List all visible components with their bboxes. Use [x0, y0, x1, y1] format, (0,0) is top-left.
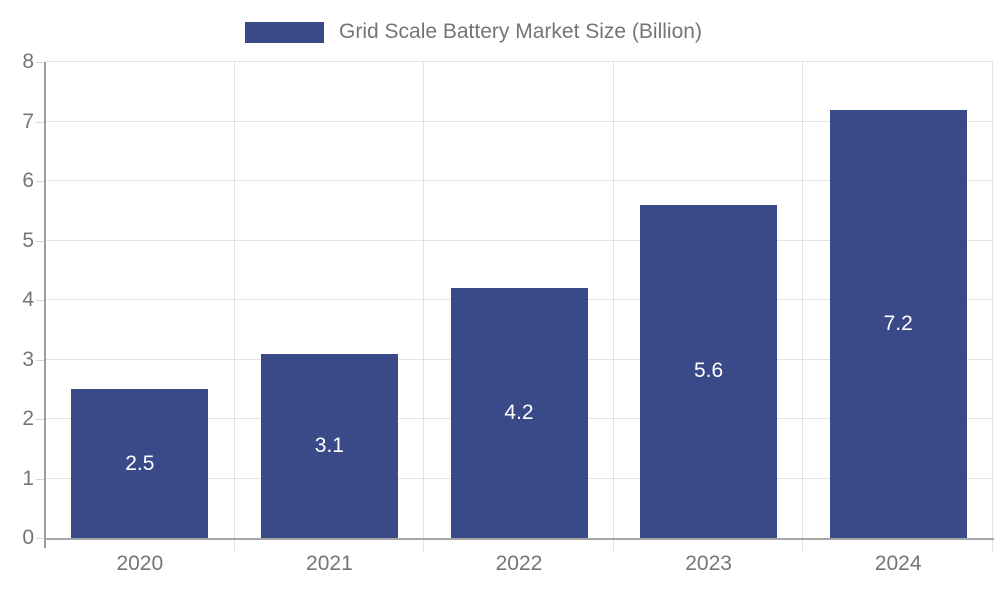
gridline-h-5 [45, 239, 993, 241]
value-label-2021: 3.1 [314, 433, 344, 457]
bar-2021[interactable]: 3.1 [260, 353, 398, 538]
x-tick-label-2022: 2022 [495, 552, 543, 575]
gridline-v-2 [423, 62, 425, 551]
y-tick-1 [36, 478, 44, 480]
y-tick-label-5: 5 [22, 228, 34, 252]
y-tick-5 [36, 240, 44, 242]
y-tick-label-4: 4 [22, 288, 34, 311]
y-tick-6 [36, 181, 44, 182]
y-tick-label-1: 1 [22, 466, 34, 490]
value-label-2024: 7.2 [883, 311, 913, 335]
gridline-h-7 [45, 120, 993, 122]
value-label-2023: 5.6 [693, 359, 724, 383]
y-tick-label-8: 8 [22, 50, 34, 73]
y-tick-label-0: 0 [22, 526, 34, 549]
y-tick-label-3: 3 [22, 347, 34, 371]
bar-2024[interactable]: 7.2 [829, 109, 967, 538]
legend-label: Grid Scale Battery Market Size (Billion) [339, 20, 702, 43]
y-tick-0 [36, 538, 44, 539]
y-tick-7 [36, 121, 44, 123]
y-tick-8 [36, 62, 44, 63]
x-axis-line [44, 538, 994, 540]
bar-2020[interactable]: 2.5 [71, 389, 209, 538]
x-tick-label-2023: 2023 [685, 552, 732, 575]
bar-2023[interactable]: 5.6 [640, 204, 778, 538]
y-tick-label-2: 2 [22, 407, 34, 430]
x-tick-label-2020: 2020 [116, 552, 164, 575]
y-tick-2 [36, 419, 44, 420]
chart-legend[interactable]: Grid Scale Battery Market Size (Billion) [245, 20, 702, 44]
y-axis-line [44, 62, 46, 548]
x-axis-labels: 2020 2021 2022 2023 2024 [45, 550, 993, 580]
plot-area: 2.5 3.1 4.2 5.6 7.2 [45, 61, 993, 551]
x-tick-label-2021: 2021 [306, 552, 353, 575]
value-label-2022: 4.2 [504, 401, 534, 425]
gridline-v-3 [612, 62, 614, 551]
y-tick-label-6: 6 [22, 169, 34, 192]
y-tick-4 [36, 300, 44, 301]
x-tick-label-2024: 2024 [874, 552, 922, 575]
gridline-h-8 [45, 61, 993, 62]
gridline-v-4 [802, 62, 804, 551]
gridline-v-5 [992, 62, 993, 551]
legend-swatch-icon [245, 21, 324, 43]
gridline-h-6 [45, 180, 993, 181]
y-tick-label-7: 7 [22, 109, 34, 133]
y-tick-3 [36, 359, 44, 361]
gridline-v-1 [233, 62, 235, 551]
value-label-2020: 2.5 [125, 451, 155, 475]
bar-2022[interactable]: 4.2 [450, 288, 588, 538]
